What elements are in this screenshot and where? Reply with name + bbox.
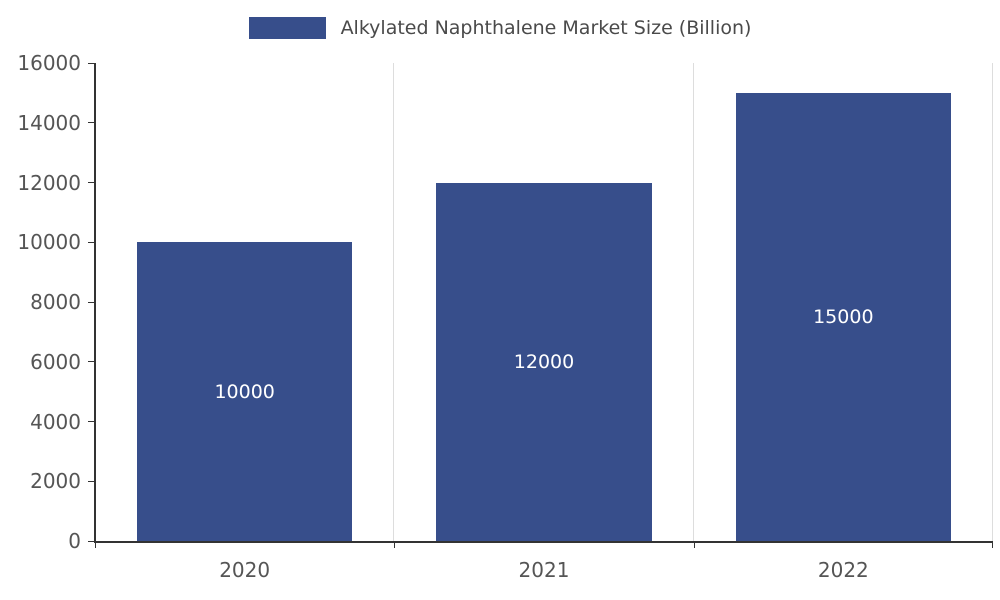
y-tick-label: 0	[68, 529, 81, 553]
gridline	[692, 63, 694, 541]
y-tick-label: 2000	[30, 469, 81, 494]
y-axis-tick	[88, 122, 94, 124]
x-axis-tick	[693, 542, 695, 548]
legend-label: Alkylated Naphthalene Market Size (Billi…	[340, 17, 752, 39]
y-tick-label: 14000	[17, 110, 81, 135]
x-axis-tick	[394, 542, 396, 548]
y-axis-line	[94, 63, 96, 542]
bar-value-label: 12000	[513, 350, 575, 373]
x-axis-tick	[95, 542, 96, 548]
x-axis-line	[94, 541, 993, 543]
y-tick-label: 8000	[30, 290, 81, 314]
bar: 10000	[136, 242, 353, 541]
y-tick-label: 12000	[17, 170, 81, 195]
y-axis-tick	[88, 480, 94, 482]
y-tick-label: 16000	[17, 51, 81, 75]
x-tick-label: 2020	[219, 558, 271, 582]
legend-swatch[interactable]	[248, 17, 326, 39]
y-axis-tick	[88, 182, 94, 183]
bar-value-label: 15000	[813, 305, 874, 328]
x-tick-label: 2022	[817, 558, 869, 582]
gridline	[992, 63, 993, 541]
x-tick-label: 2021	[518, 558, 570, 582]
bar: 12000	[436, 182, 652, 541]
y-axis-tick	[88, 301, 94, 303]
y-tick-label: 6000	[30, 349, 81, 374]
y-axis-tick	[88, 361, 94, 363]
gridline	[393, 63, 395, 541]
x-axis-tick	[992, 542, 993, 548]
y-axis-tick	[88, 421, 94, 422]
legend[interactable]: Alkylated Naphthalene Market Size (Billi…	[0, 17, 1000, 39]
y-axis-tick	[88, 62, 94, 64]
y-axis-tick	[88, 241, 94, 243]
y-tick-label: 10000	[17, 230, 81, 255]
y-axis-tick	[88, 540, 94, 542]
y-tick-label: 4000	[30, 409, 81, 434]
bar: 15000	[735, 92, 952, 541]
bar-value-label: 10000	[214, 380, 275, 403]
